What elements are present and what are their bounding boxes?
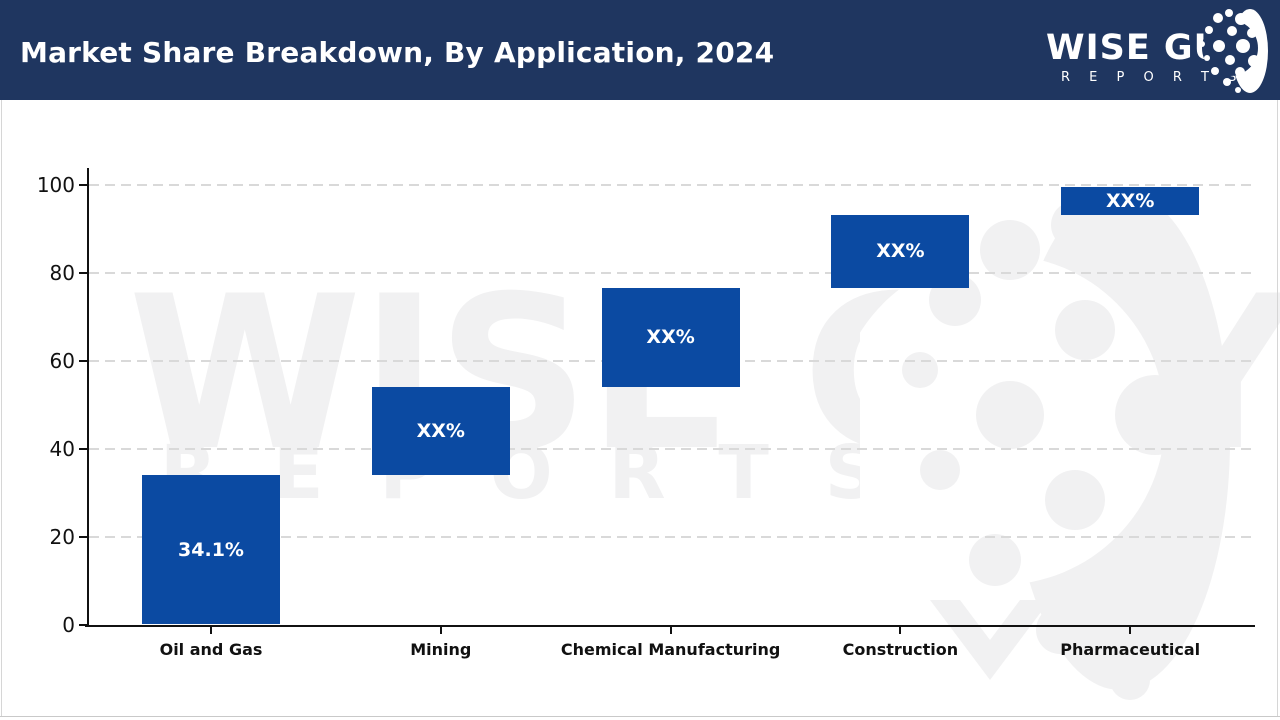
frame-border-left <box>1 100 2 716</box>
frame-border-bottom <box>0 716 1280 717</box>
x-category-label: Mining <box>410 639 472 659</box>
chart-plot-area: WISE GUY REPORTS 0 20 40 60 80 100 34.1% Oil an… <box>0 100 1280 716</box>
y-axis-line <box>87 168 89 627</box>
y-tick-label-40: 40 <box>49 436 75 461</box>
bar-chemical-manufacturing: XX% <box>601 287 740 388</box>
y-tickmark-80 <box>79 271 88 274</box>
gridline-y100 <box>89 184 1252 186</box>
x-category-label: Pharmaceutical <box>1060 639 1201 659</box>
x-tickmark-2 <box>669 627 672 634</box>
bar-value-label: XX% <box>1106 190 1155 213</box>
gridline-y20 <box>89 535 1252 538</box>
x-axis-line <box>85 624 1255 627</box>
y-tickmark-0 <box>79 623 88 626</box>
x-category-label: Oil and Gas <box>159 639 263 659</box>
header-bar: Market Share Breakdown, By Application, … <box>0 0 1280 100</box>
watermark: WISE GUY REPORTS <box>0 100 1280 716</box>
y-tick-label-60: 60 <box>49 348 75 373</box>
x-tickmark-0 <box>210 627 212 634</box>
watermark-face-icon <box>860 190 1230 700</box>
x-tickmark-3 <box>899 627 902 634</box>
bar-construction: XX% <box>831 214 970 288</box>
y-tick-label-100: 100 <box>36 173 75 197</box>
bar-oil-and-gas: 34.1% <box>142 474 280 625</box>
bar-value-label: 34.1% <box>178 538 244 561</box>
gridline-y80 <box>89 271 1252 274</box>
logo-subtitle: R E P O R T S <box>1061 70 1244 85</box>
page-title: Market Share Breakdown, By Application, … <box>20 36 775 69</box>
gridline-y40 <box>89 447 1252 450</box>
dotted-face-icon <box>1199 9 1268 93</box>
bar-value-label: XX% <box>876 240 925 263</box>
y-tickmark-40 <box>79 447 88 450</box>
y-tickmark-20 <box>79 535 88 538</box>
bar-value-label: XX% <box>416 419 465 442</box>
frame-border-right <box>1277 100 1278 716</box>
x-category-label: Construction <box>842 639 959 659</box>
wise-guy-logo: WISE GUY R E P O R T S <box>1018 4 1268 96</box>
y-tick-label-80: 80 <box>49 260 75 285</box>
y-tick-label-0: 0 <box>62 612 75 637</box>
y-tickmark-100 <box>79 184 88 186</box>
x-tickmark-4 <box>1129 627 1132 634</box>
x-tickmark-1 <box>439 627 442 634</box>
x-category-label: Chemical Manufacturing <box>560 639 781 659</box>
bar-mining: XX% <box>371 387 510 475</box>
bar-value-label: XX% <box>646 326 695 349</box>
y-tick-label-20: 20 <box>49 524 75 549</box>
y-tickmark-60 <box>79 359 88 362</box>
bar-pharmaceutical: XX% <box>1061 187 1200 215</box>
